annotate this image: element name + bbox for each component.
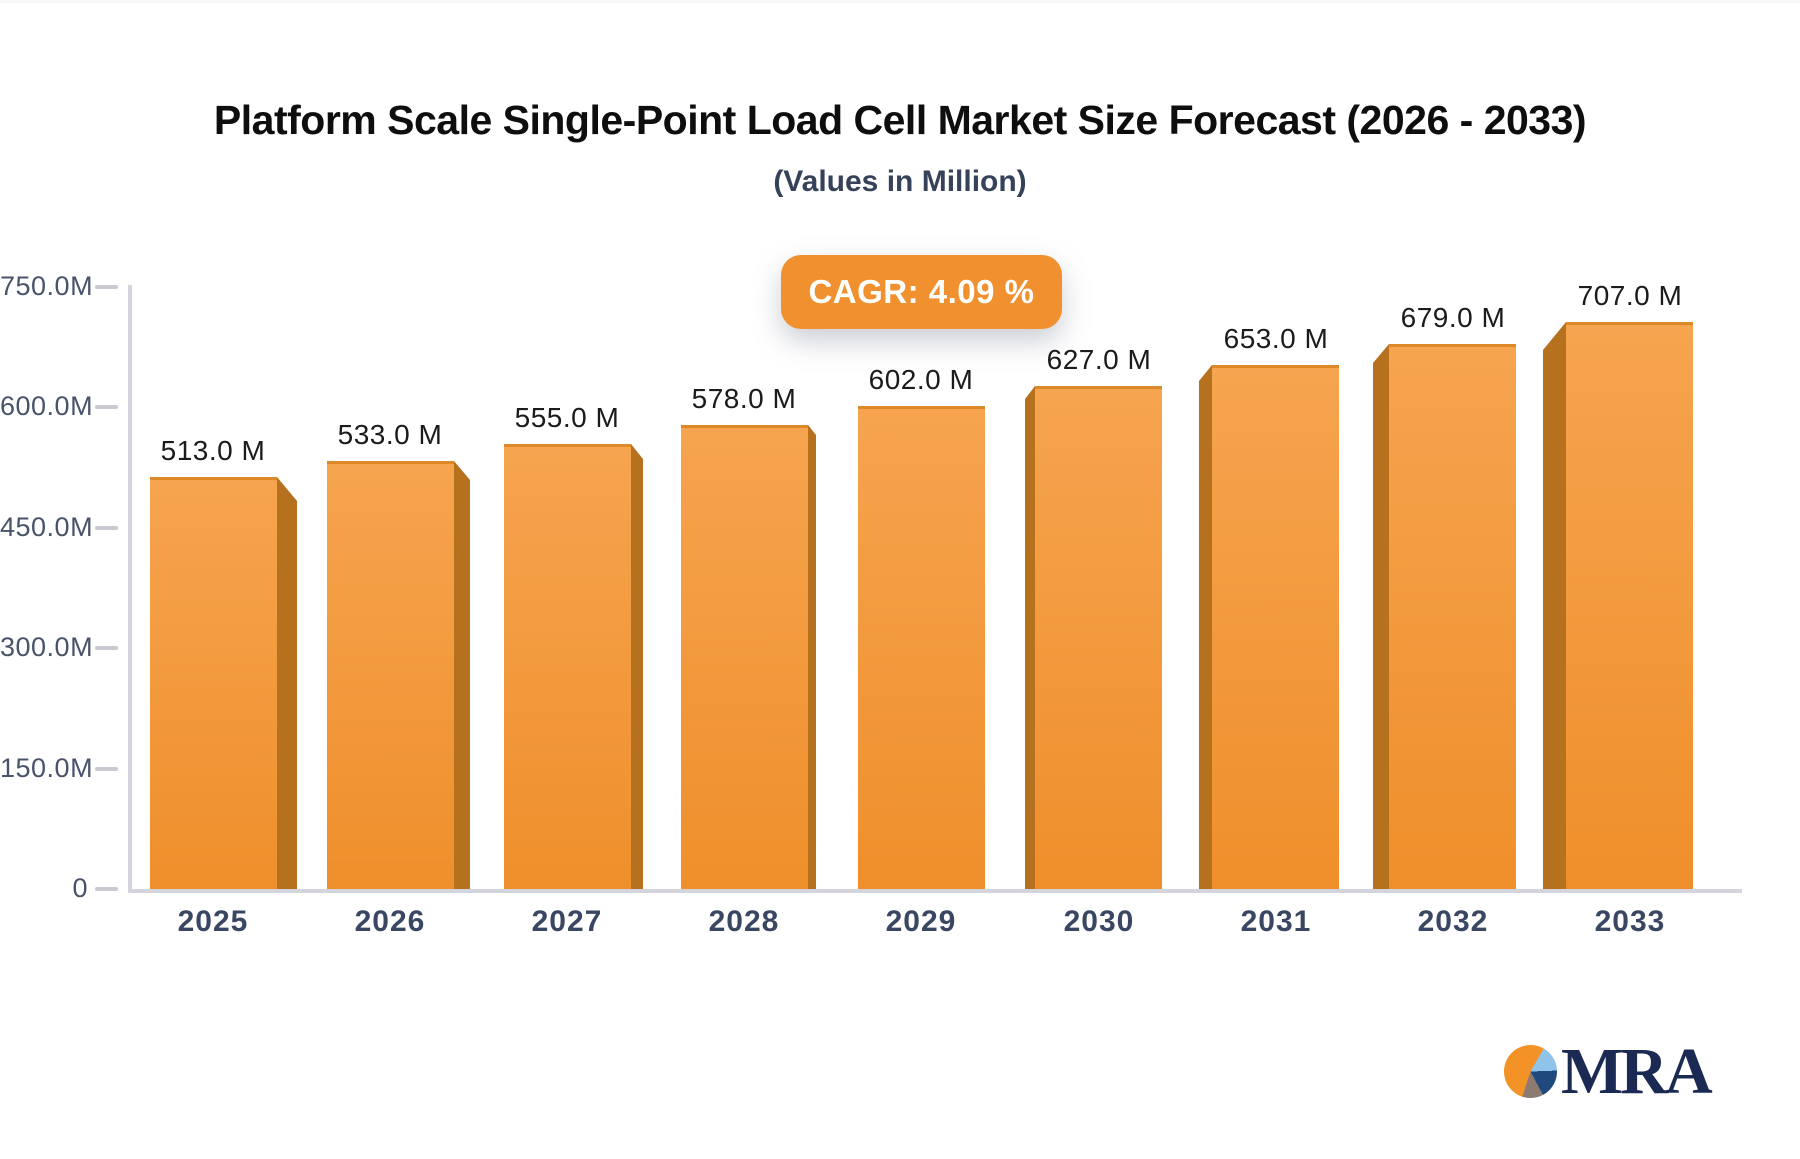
y-tick-label: 450.0M [0, 512, 94, 542]
bar-3d-side [1199, 365, 1212, 889]
bar-3d-side [277, 477, 297, 889]
x-tick-label: 2025 [177, 905, 249, 938]
y-tick-mark [95, 526, 118, 530]
bar-3d-side [454, 461, 470, 889]
x-tick-label: 2027 [531, 905, 603, 938]
x-tick-label: 2033 [1594, 905, 1666, 938]
bar-value-label: 578.0 M [691, 383, 797, 414]
plot-area: Platform Scale Single-Point Load Cell Ma… [0, 3, 1800, 1159]
x-tick-label: 2028 [708, 905, 780, 938]
y-tick-mark [95, 887, 118, 891]
bar-value-label: 653.0 M [1223, 323, 1329, 354]
x-axis-line [128, 889, 1742, 893]
bar-2027 [504, 444, 631, 889]
y-tick-label: 300.0M [0, 632, 94, 662]
bar-value-label: 513.0 M [160, 435, 266, 466]
bar-value-label: 707.0 M [1577, 280, 1683, 311]
y-tick-label: 150.0M [0, 753, 94, 783]
bar-3d-side [1025, 386, 1035, 889]
x-tick-label: 2030 [1063, 905, 1135, 938]
bar-3d-side [808, 425, 816, 889]
x-tick-label: 2032 [1417, 905, 1489, 938]
bar-2028 [681, 425, 808, 889]
mra-logo-text: MRA [1561, 1035, 1713, 1108]
bar-2030 [1035, 386, 1162, 889]
cagr-badge: CAGR: 4.09 % [781, 255, 1062, 329]
bar-3d-side [631, 444, 643, 889]
y-tick-label: 750.0M [0, 271, 94, 301]
y-tick-label: 600.0M [0, 391, 94, 421]
x-tick-label: 2031 [1240, 905, 1312, 938]
bar-value-label: 602.0 M [868, 364, 974, 395]
x-tick-label: 2026 [354, 905, 426, 938]
bar-2025 [150, 477, 277, 889]
bar-2029 [858, 406, 985, 889]
bar-3d-side [1373, 344, 1389, 889]
chart-subtitle: (Values in Million) [773, 165, 1027, 198]
bar-2026 [327, 461, 454, 889]
bar-value-label: 533.0 M [337, 419, 443, 450]
bar-2031 [1212, 365, 1339, 889]
mra-logo-pie-icon [1504, 1045, 1557, 1098]
bar-value-label: 679.0 M [1400, 302, 1506, 333]
y-tick-mark [95, 767, 118, 771]
x-tick-label: 2029 [885, 905, 957, 938]
bar-2032 [1389, 344, 1516, 889]
bar-value-label: 555.0 M [514, 402, 620, 433]
y-tick-label: 0 [72, 873, 88, 903]
y-tick-mark [95, 646, 118, 650]
y-axis-line [128, 285, 132, 893]
y-tick-mark [95, 285, 118, 289]
bar-3d-side [1543, 322, 1566, 889]
mra-logo: MRA [1504, 1035, 1713, 1108]
bar-value-label: 627.0 M [1046, 344, 1152, 375]
bar-2033 [1566, 322, 1693, 889]
chart-title: Platform Scale Single-Point Load Cell Ma… [213, 97, 1587, 143]
y-tick-mark [95, 405, 118, 409]
